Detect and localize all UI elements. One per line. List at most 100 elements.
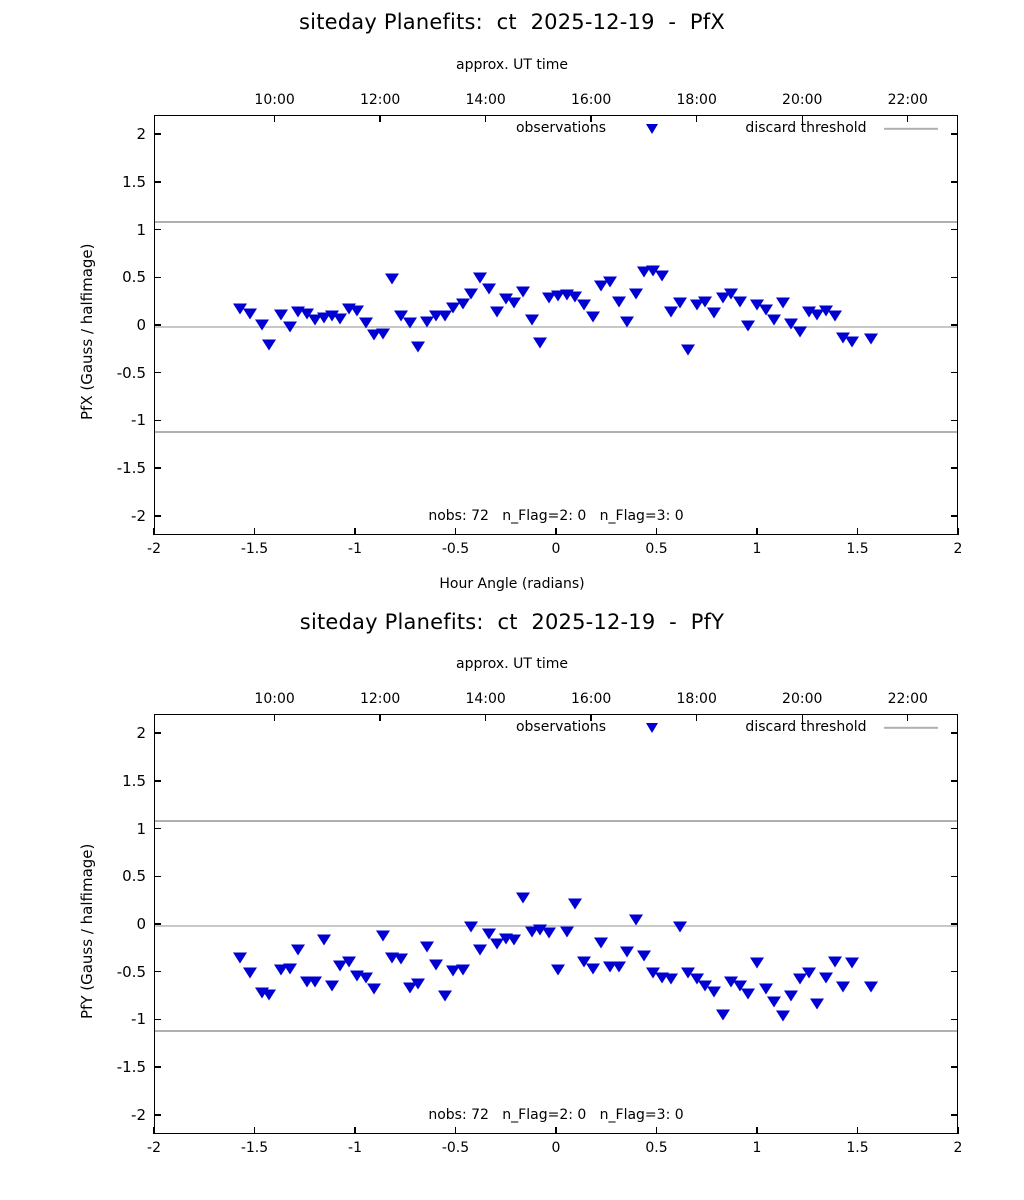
x-tick-mark — [655, 1127, 658, 1134]
data-point — [506, 934, 521, 946]
plot-area-pfx[interactable] — [154, 115, 958, 535]
x-tick-label: -0.5 — [441, 541, 470, 557]
x-tick-mark — [957, 528, 959, 535]
data-point — [654, 972, 669, 984]
data-point — [438, 990, 453, 1002]
data-point — [836, 981, 851, 993]
data-point — [646, 265, 661, 277]
data-point — [697, 980, 712, 992]
data-point — [629, 288, 644, 300]
top-axis-label-pfx: approx. UT time — [456, 57, 568, 73]
legend-threshold-label-pfx: discard threshold — [745, 120, 867, 136]
data-point — [532, 924, 547, 936]
y-tick-mark — [154, 732, 161, 734]
data-point — [594, 280, 609, 292]
x-tick-label: -2 — [147, 541, 161, 557]
top-tick-mark — [379, 115, 381, 122]
data-point — [629, 914, 644, 926]
data-point — [819, 972, 834, 984]
top-tick-mark — [273, 714, 276, 721]
data-point — [802, 306, 817, 318]
x-tick-label: -1.5 — [240, 1140, 269, 1156]
y-tick-mark-right — [951, 971, 958, 973]
data-point — [429, 959, 444, 971]
x-tick-mark — [253, 1127, 256, 1134]
data-point — [723, 976, 738, 988]
legend-threshold-line-pfx — [884, 127, 938, 131]
y-tick-label: 1.5 — [122, 172, 146, 191]
data-point — [568, 291, 583, 303]
data-point — [793, 326, 808, 338]
data-point — [359, 972, 374, 984]
data-point — [541, 292, 556, 304]
y-tick-mark — [154, 971, 161, 973]
y-tick-mark-right — [951, 875, 958, 877]
data-point — [420, 941, 435, 953]
x-tick-label: 2 — [953, 541, 963, 557]
data-point — [715, 292, 730, 304]
data-point — [663, 306, 678, 318]
data-point — [403, 982, 418, 994]
data-point — [612, 296, 627, 308]
y-tick-label: 2 — [136, 724, 146, 743]
data-point — [802, 967, 817, 979]
data-point — [706, 307, 721, 319]
x-tick-label: 0 — [551, 1140, 561, 1156]
data-point — [749, 957, 764, 969]
data-point — [350, 970, 364, 982]
y-tick-mark — [154, 875, 161, 877]
data-point — [646, 967, 661, 979]
y-tick-mark — [154, 276, 161, 278]
plot-area-pfy[interactable] — [154, 714, 958, 1134]
data-point — [689, 299, 704, 311]
x-tick-label: -1 — [348, 541, 362, 557]
data-point — [776, 1010, 791, 1022]
data-point — [261, 339, 276, 351]
y-tick-mark-right — [951, 467, 958, 469]
data-point — [603, 276, 618, 288]
data-point — [740, 320, 755, 332]
y-tick-mark — [154, 467, 161, 469]
top-tick-label: 18:00 — [676, 691, 717, 707]
y-tick-mark-right — [951, 419, 958, 422]
data-point — [793, 973, 808, 985]
data-point — [411, 978, 426, 990]
data-point — [455, 298, 470, 310]
data-point — [749, 299, 764, 311]
data-point — [810, 998, 825, 1010]
data-point — [863, 981, 878, 993]
data-point — [254, 987, 269, 999]
top-tick-label: 14:00 — [465, 92, 506, 108]
discard-threshold-line — [155, 221, 957, 224]
x-tick-mark — [957, 1127, 959, 1134]
y-tick-label: 1.5 — [122, 771, 146, 790]
top-tick-label: 10:00 — [254, 92, 295, 108]
data-point — [828, 310, 843, 322]
x-tick-mark — [354, 528, 356, 535]
data-point — [845, 957, 860, 969]
top-tick-label: 22:00 — [887, 691, 928, 707]
y-tick-label: 0.5 — [122, 867, 146, 886]
y-tick-mark — [154, 923, 161, 925]
y-tick-mark-right — [951, 181, 958, 183]
data-point — [577, 956, 592, 968]
data-point — [254, 319, 269, 331]
y-axis-label-pfx: PfX (Gauss / halfimage) — [78, 243, 96, 420]
data-point — [307, 314, 322, 326]
top-tick-label: 20:00 — [782, 92, 823, 108]
y-tick-label: -1.5 — [116, 459, 146, 478]
data-point — [350, 305, 364, 317]
data-point — [594, 937, 609, 949]
data-point — [233, 303, 248, 315]
y-tick-mark — [154, 228, 161, 231]
x-tick-label: 1.5 — [846, 1140, 869, 1156]
data-point — [489, 938, 504, 950]
data-point — [394, 953, 409, 965]
panel-pfy: siteday Planefits: ct 2025-12-19 - PfY a… — [0, 598, 1024, 1200]
data-point — [367, 329, 382, 341]
data-point — [577, 299, 592, 311]
top-tick-label: 12:00 — [359, 92, 401, 108]
data-point — [759, 304, 774, 316]
data-point — [836, 332, 851, 344]
x-tick-label: 1 — [752, 1140, 762, 1156]
